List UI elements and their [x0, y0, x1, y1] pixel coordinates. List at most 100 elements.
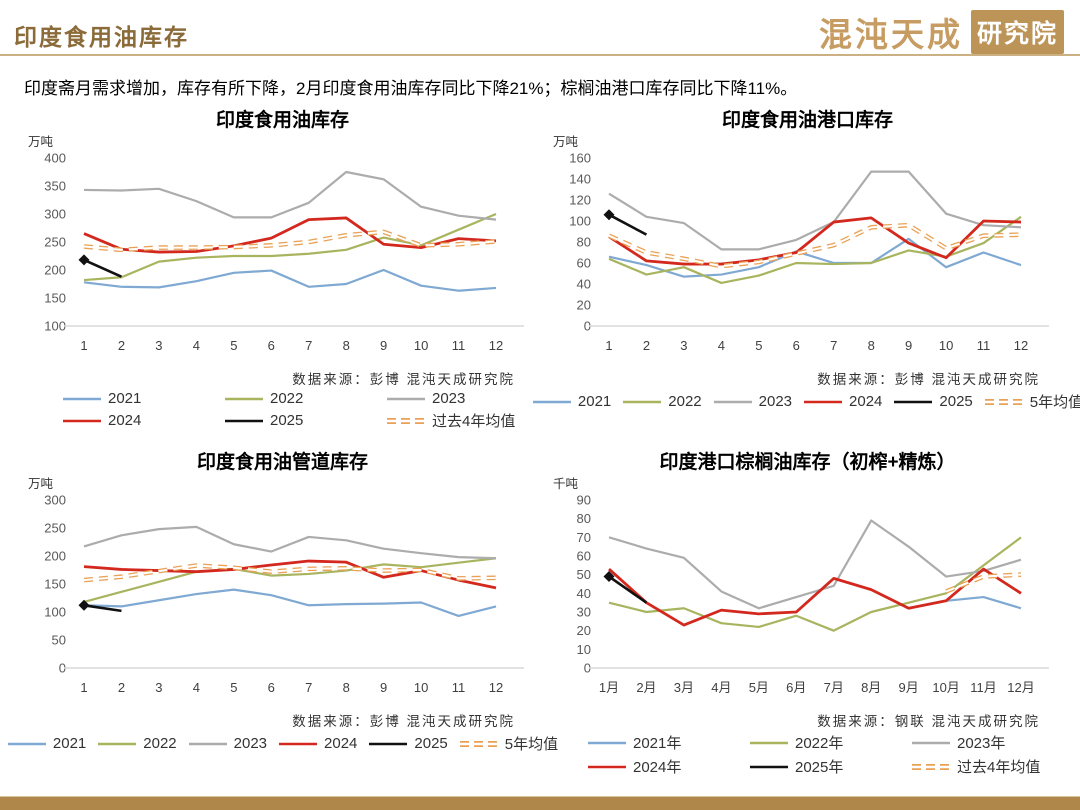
legend-swatch-2023	[713, 400, 752, 403]
legend: 2021年 2022年 2023年 2024年 2025年 过去4年均值	[587, 730, 1070, 777]
svg-text:4月: 4月	[711, 680, 731, 695]
legend-swatch-5年均值	[984, 398, 1023, 405]
legend-swatch-2021年	[588, 741, 626, 744]
legend-item: 2024年	[587, 756, 749, 777]
y-axis-unit-label: 千吨	[553, 477, 579, 491]
legend-label: 2025	[414, 735, 448, 752]
line-plot: 0 10 20 30 40 50 60 70 80 90 1月 2月 3月 4月 5月 6月 7月 8月 9月 10月…	[577, 493, 1049, 695]
legend-swatch-2023	[188, 742, 227, 745]
legend-label: 2022	[143, 735, 177, 752]
svg-text:8月: 8月	[861, 680, 881, 695]
legend-item: 过去4年均值	[386, 410, 581, 431]
legend-item: 5年均值	[984, 391, 1080, 412]
legend-item: 2021	[532, 391, 611, 412]
svg-text:5月: 5月	[749, 680, 769, 695]
svg-text:7月: 7月	[824, 680, 844, 695]
y-axis-unit-label: 万吨	[28, 477, 54, 491]
svg-text:5: 5	[230, 680, 237, 695]
svg-text:3: 3	[680, 338, 687, 353]
logo-suffix-seal: 研究院	[970, 10, 1064, 54]
svg-text:100: 100	[44, 605, 66, 620]
legend-label: 2024	[108, 412, 142, 429]
svg-text:80: 80	[577, 235, 591, 250]
svg-text:300: 300	[44, 493, 66, 508]
svg-text:0: 0	[584, 319, 591, 334]
svg-text:7: 7	[830, 338, 837, 353]
svg-text:10: 10	[414, 680, 428, 695]
y-axis-unit-label: 万吨	[28, 135, 54, 149]
legend-swatch-2025	[894, 400, 933, 403]
legend-label: 2023	[758, 393, 793, 410]
svg-text:11: 11	[452, 338, 466, 353]
svg-text:12: 12	[1014, 338, 1028, 353]
data-source: 数据来源：彭博 混沌天成研究院	[292, 714, 515, 729]
legend-item: 2025年	[749, 756, 911, 777]
svg-text:11: 11	[977, 338, 991, 353]
y-axis-unit-label: 万吨	[553, 135, 579, 149]
svg-text:40: 40	[577, 277, 591, 292]
svg-text:3: 3	[155, 338, 162, 353]
legend-label: 2021	[108, 390, 142, 407]
legend-item: 2021年	[587, 732, 749, 753]
svg-text:5: 5	[230, 338, 237, 353]
svg-text:12: 12	[489, 680, 503, 695]
svg-text:10月: 10月	[932, 680, 959, 695]
svg-text:3月: 3月	[674, 680, 694, 695]
legend-swatch-2024年	[588, 765, 626, 768]
legend-label: 5年均值	[1029, 394, 1080, 411]
legend-item: 2024	[62, 410, 224, 431]
svg-text:10: 10	[414, 338, 428, 353]
legend-label: 2021年	[633, 735, 682, 752]
legend-item: 5年均值	[459, 733, 558, 754]
legend-item: 2022	[224, 390, 386, 407]
legend-item: 2025	[368, 733, 448, 754]
legend-item: 2024	[278, 733, 357, 754]
legend-item: 2025	[893, 391, 973, 412]
svg-text:9: 9	[380, 338, 387, 353]
legend-swatch-2024	[279, 742, 318, 745]
svg-text:6: 6	[268, 338, 275, 353]
legend-label: 2024年	[633, 759, 682, 776]
legend-item: 2021	[7, 733, 86, 754]
legend-label: 2023	[233, 735, 268, 752]
svg-text:1: 1	[80, 338, 87, 353]
legend-swatch-2023年	[912, 741, 950, 744]
legend-swatch-2021	[7, 742, 46, 745]
svg-text:60: 60	[577, 256, 591, 271]
svg-text:50: 50	[577, 567, 591, 582]
svg-text:250: 250	[44, 521, 66, 536]
svg-text:3: 3	[155, 680, 162, 695]
svg-text:400: 400	[44, 151, 66, 166]
svg-text:2: 2	[118, 338, 125, 353]
svg-text:4: 4	[718, 338, 725, 353]
svg-text:7: 7	[305, 680, 312, 695]
svg-text:100: 100	[44, 319, 66, 334]
svg-text:350: 350	[44, 179, 66, 194]
svg-text:0: 0	[584, 661, 591, 676]
legend-item: 2022	[97, 733, 177, 754]
svg-text:12月: 12月	[1007, 680, 1034, 695]
legend-label: 2024	[849, 393, 883, 410]
legend-label: 2021	[577, 393, 612, 410]
svg-text:80: 80	[577, 511, 591, 526]
chart-port-inventory: 印度食用油港口库存 万吨 0 20 40 60 80 100 120 140 160 1 2 3 4 5 6…	[532, 106, 1080, 448]
footer-bar	[0, 796, 1080, 810]
svg-text:1月: 1月	[599, 680, 619, 695]
legend-swatch-过去4年均值	[387, 417, 425, 424]
legend-item: 2023	[713, 391, 792, 412]
legend-swatch-2025	[225, 419, 263, 422]
svg-text:200: 200	[44, 263, 66, 278]
data-source: 数据来源：彭博 混沌天成研究院	[817, 372, 1040, 387]
legend-item: 过去4年均值	[911, 756, 1080, 777]
legend-label: 5年均值	[504, 736, 559, 753]
svg-text:11: 11	[452, 680, 466, 695]
legend-swatch-2023	[387, 397, 425, 400]
svg-text:1: 1	[605, 338, 612, 353]
header-divider	[0, 54, 1080, 56]
svg-text:60: 60	[577, 549, 591, 564]
legend-swatch-2024	[63, 419, 101, 422]
svg-text:10: 10	[577, 642, 591, 657]
legend-swatch-2022	[623, 400, 662, 403]
